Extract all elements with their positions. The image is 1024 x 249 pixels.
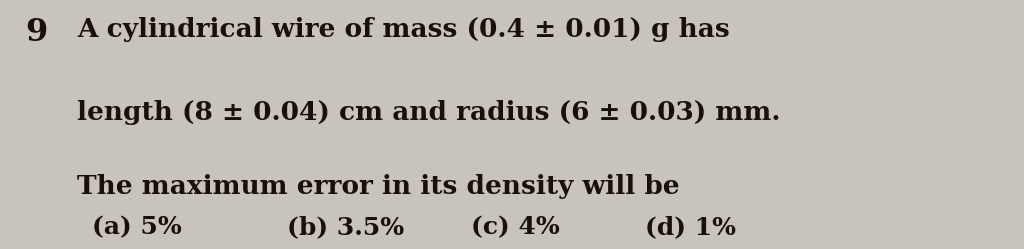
Text: The maximum error in its density will be: The maximum error in its density will be <box>77 174 680 199</box>
Text: (c) 4%: (c) 4% <box>471 215 560 239</box>
Text: (d) 1%: (d) 1% <box>645 215 736 239</box>
Text: length (8 ± 0.04) cm and radius (6 ± 0.03) mm.: length (8 ± 0.04) cm and radius (6 ± 0.0… <box>77 100 780 124</box>
Text: (b) 3.5%: (b) 3.5% <box>287 215 403 239</box>
Text: A cylindrical wire of mass (0.4 ± 0.01) g has: A cylindrical wire of mass (0.4 ± 0.01) … <box>77 17 729 42</box>
Text: 9: 9 <box>26 17 48 48</box>
Text: (a) 5%: (a) 5% <box>92 215 182 239</box>
